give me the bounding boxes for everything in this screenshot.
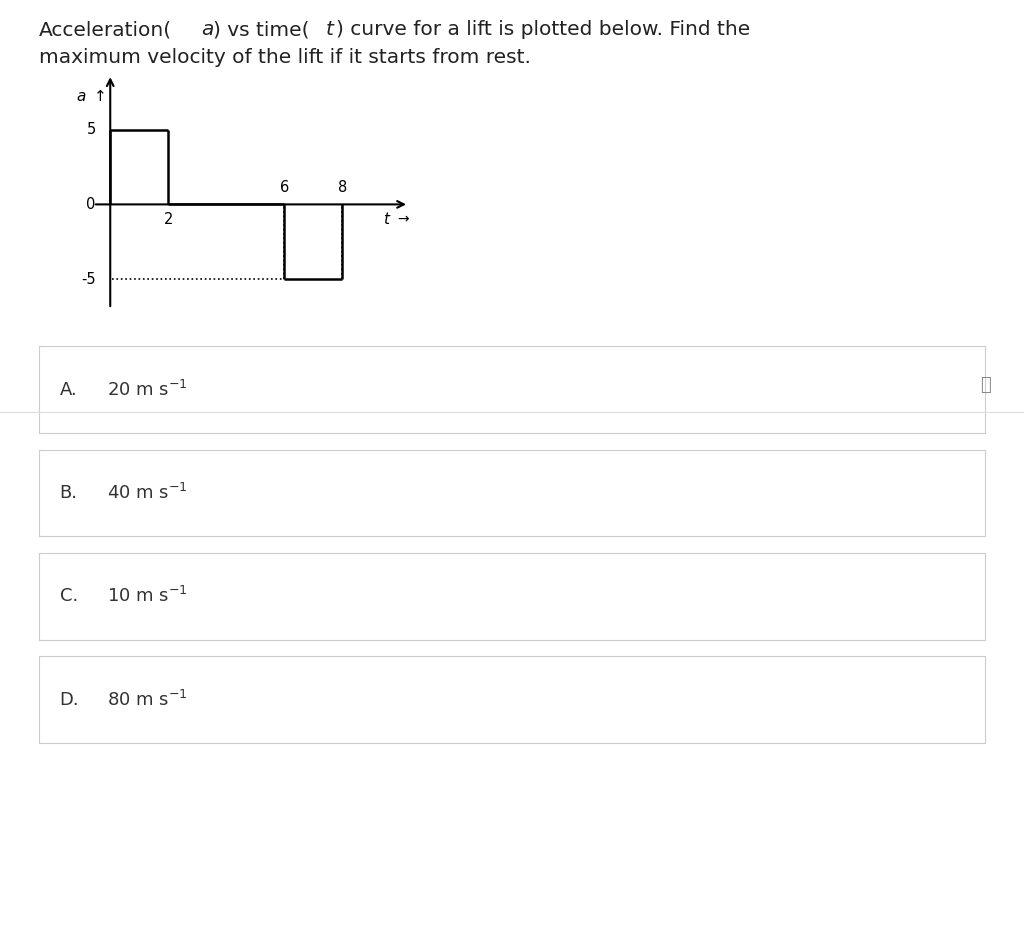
- Text: t: t: [383, 212, 389, 227]
- Text: →: →: [397, 212, 409, 226]
- Text: 5: 5: [86, 122, 95, 137]
- Text: -5: -5: [81, 272, 95, 287]
- Text: 80 m s$^{-1}$: 80 m s$^{-1}$: [108, 690, 187, 709]
- Text: 2: 2: [164, 212, 173, 227]
- Text: A.: A.: [59, 381, 78, 398]
- Text: 0: 0: [86, 196, 95, 212]
- Text: 10 m s$^{-1}$: 10 m s$^{-1}$: [108, 587, 187, 606]
- Text: a: a: [77, 89, 86, 104]
- Text: ) curve for a lift is plotted below. Find the: ) curve for a lift is plotted below. Fin…: [336, 20, 751, 39]
- Text: Only one correct answer: Only one correct answer: [58, 371, 221, 385]
- Text: ↑: ↑: [94, 89, 106, 104]
- Text: 20 m s$^{-1}$: 20 m s$^{-1}$: [108, 380, 187, 399]
- Text: 8: 8: [338, 181, 347, 196]
- Text: ) vs time(: ) vs time(: [213, 20, 309, 39]
- Text: maximum velocity of the lift if it starts from rest.: maximum velocity of the lift if it start…: [39, 48, 530, 67]
- Text: C.: C.: [59, 587, 78, 605]
- Text: D.: D.: [59, 691, 79, 708]
- Text: 40 m s$^{-1}$: 40 m s$^{-1}$: [108, 483, 187, 503]
- Text: 6: 6: [280, 181, 289, 196]
- Text: a: a: [201, 20, 213, 39]
- Text: Acceleration(: Acceleration(: [39, 20, 172, 39]
- Text: ⓘ: ⓘ: [980, 375, 990, 394]
- Text: t: t: [326, 20, 334, 39]
- Text: B.: B.: [59, 484, 78, 502]
